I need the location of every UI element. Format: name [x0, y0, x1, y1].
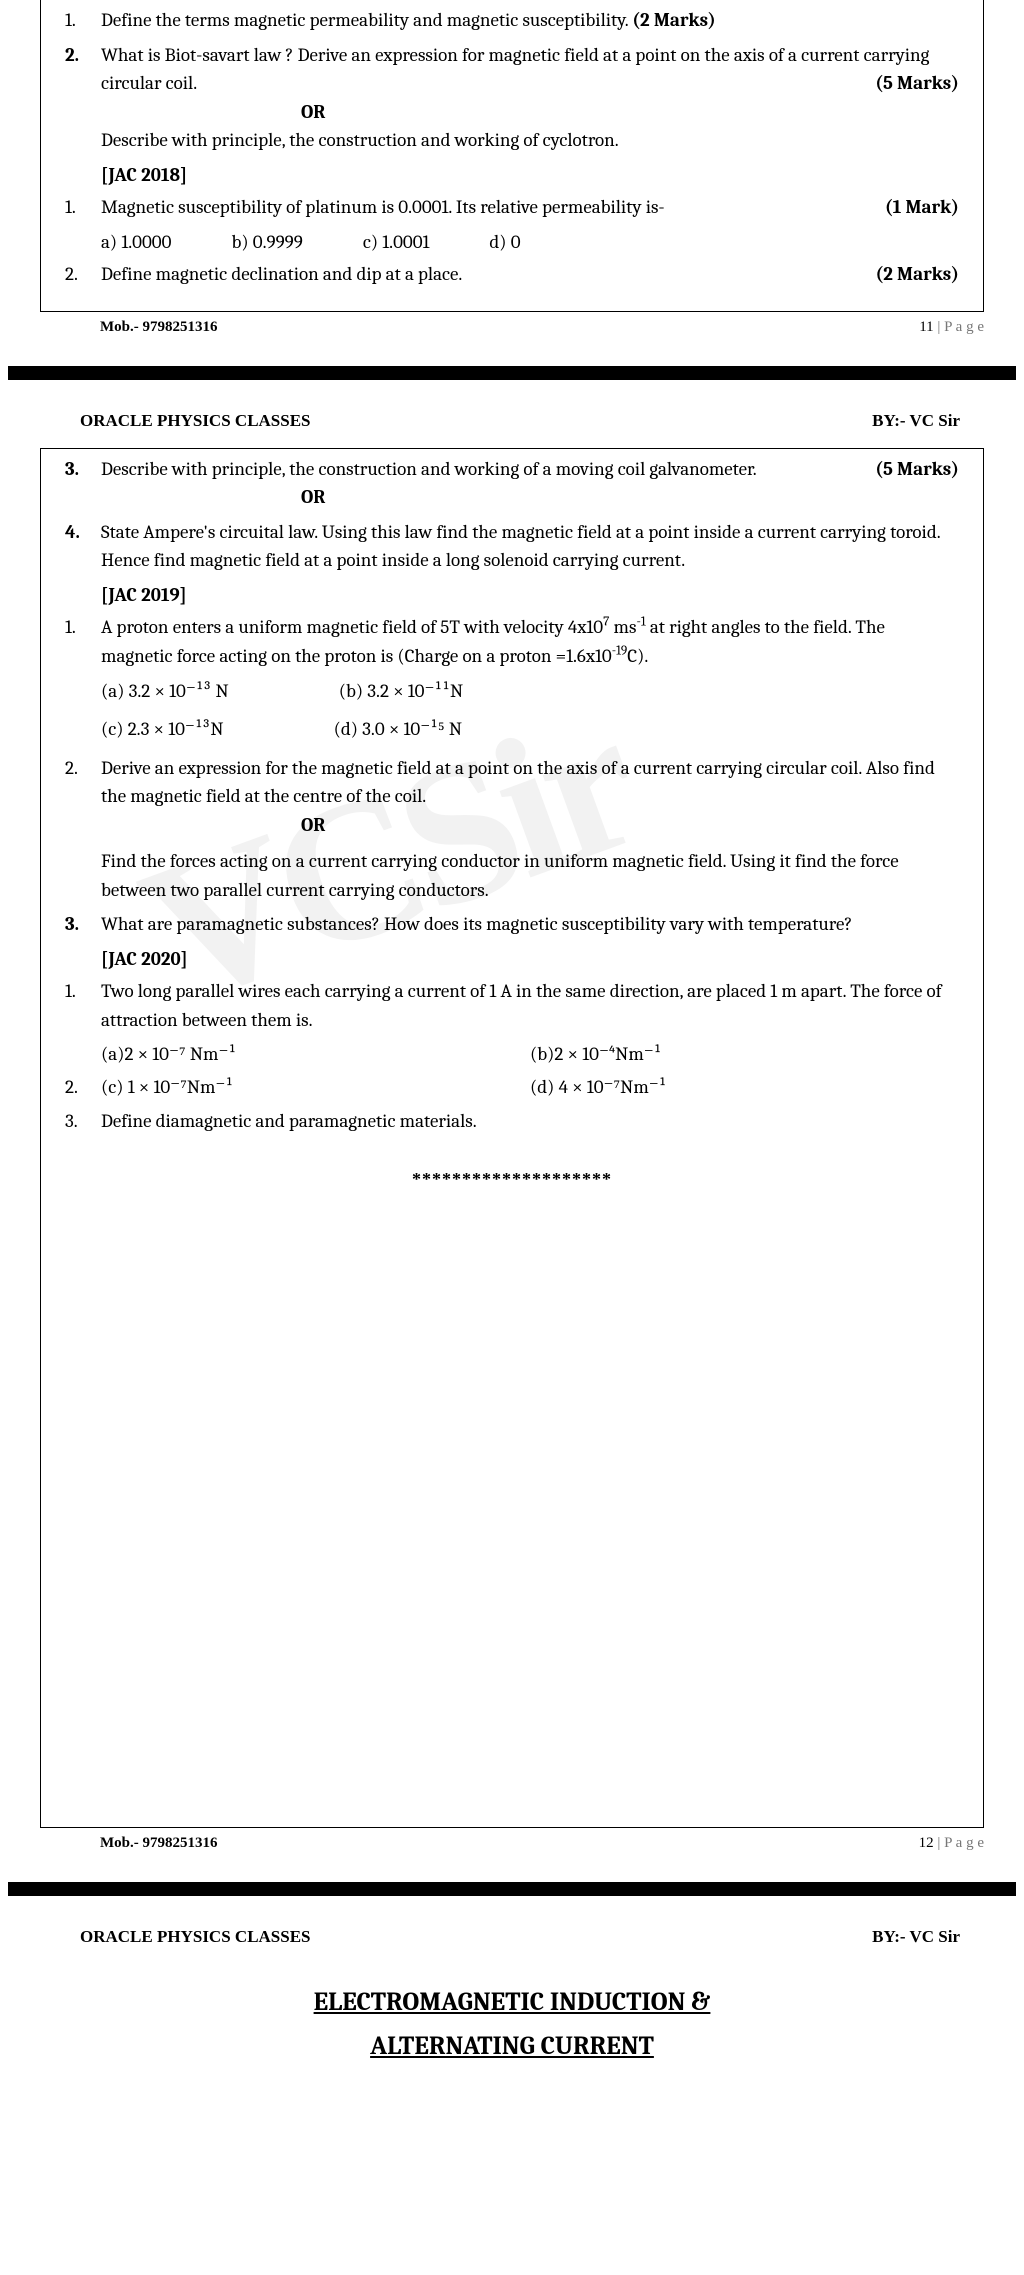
- q1: 1. Define the terms magnetic permeabilit…: [65, 6, 959, 35]
- header-12: ORACLE PHYSICS CLASSES BY:- VC Sir: [40, 408, 984, 434]
- question-list-jac2020b: 2. (c) 1 × 10⁻⁷Nm⁻¹ (d) 4 × 10⁻⁷Nm⁻¹ 3. …: [65, 1073, 959, 1136]
- q19-1-c: (c) 2.3 × 10⁻¹³N: [101, 715, 224, 744]
- question-list-12a: 3. Describe with principle, the construc…: [65, 455, 959, 575]
- q20-3: 3. Define diamagnetic and paramagnetic m…: [65, 1107, 959, 1136]
- jac-2020: [JAC 2020]: [101, 945, 959, 974]
- q1-num: 1.: [65, 6, 76, 35]
- header-right-13: BY:- VC Sir: [872, 1924, 960, 1950]
- header-right: BY:- VC Sir: [872, 408, 960, 434]
- footer-page-11: 11 | P a g e: [919, 316, 984, 339]
- q3-opt-c: c) 1.0001: [363, 228, 430, 257]
- chapter-line2: ALTERNATING CURRENT: [370, 2031, 654, 2061]
- page-11-box: 1. Define the terms magnetic permeabilit…: [40, 0, 984, 312]
- q20-2: 2. (c) 1 × 10⁻⁷Nm⁻¹ (d) 4 × 10⁻⁷Nm⁻¹: [65, 1073, 959, 1102]
- question-list-11: 1. Define the terms magnetic permeabilit…: [65, 6, 959, 155]
- q2-or: OR: [101, 98, 959, 127]
- q19-1-text: A proton enters a uniform magnetic field…: [101, 616, 885, 667]
- q3: 1. Magnetic susceptibility of platinum i…: [65, 193, 959, 222]
- q2-num: 2.: [65, 41, 79, 70]
- q3-num: 1.: [65, 193, 76, 222]
- q20-1-num: 1.: [65, 977, 76, 1006]
- q20-2-num: 2.: [65, 1073, 78, 1102]
- q3-opt-b: b) 0.9999: [231, 228, 302, 257]
- p12-q3-or: OR: [101, 483, 959, 512]
- question-list-jac2019: 1. A proton enters a uniform magnetic fi…: [65, 613, 959, 671]
- page-12-box: VCSir 3. Describe with principle, the co…: [40, 448, 984, 1828]
- q3-marks: (1 Mark): [885, 193, 959, 222]
- page-separator-2: [8, 1882, 1016, 1896]
- q20-3-text: Define diamagnetic and paramagnetic mate…: [101, 1110, 477, 1132]
- p12-q3-marks: (5 Marks): [875, 455, 959, 484]
- q2-alt: Describe with principle, the constructio…: [101, 126, 959, 155]
- p12-q3-text: Describe with principle, the constructio…: [101, 458, 757, 480]
- q19-1-opts-ab: (a) 3.2 × 10⁻¹³ N (b) 3.2 × 10⁻¹¹N: [65, 677, 959, 706]
- footer-page-12: 12 | P a g e: [919, 1832, 984, 1855]
- q19-1-opts-cd: (c) 2.3 × 10⁻¹³N (d) 3.0 × 10⁻¹⁵ N: [65, 715, 959, 744]
- q2: 2. What is Biot-savart law ? Derive an e…: [65, 41, 959, 155]
- q1-text: Define the terms magnetic permeability a…: [101, 9, 628, 31]
- question-list-jac2018: 1. Magnetic susceptibility of platinum i…: [65, 193, 959, 222]
- q19-2: 2. Derive an expression for the magnetic…: [65, 754, 959, 905]
- footer-11: Mob.- 9798251316 11 | P a g e: [40, 316, 984, 339]
- q20-d: (d) 4 × 10⁻⁷Nm⁻¹: [530, 1073, 959, 1102]
- jac-2018: [JAC 2018]: [101, 161, 959, 190]
- p12-q3: 3. Describe with principle, the construc…: [65, 455, 959, 512]
- question-list-jac2019b: 2. Derive an expression for the magnetic…: [65, 754, 959, 939]
- footer-mob-11: Mob.- 9798251316: [40, 316, 218, 339]
- q3-opt-d: d) 0: [489, 228, 520, 257]
- q4-num: 2.: [65, 260, 78, 289]
- q19-3: 3. What are paramagnetic substances? How…: [65, 910, 959, 939]
- p12-q4: 4. State Ampere's circuital law. Using t…: [65, 518, 959, 575]
- question-list-jac2020: 1. Two long parallel wires each carrying…: [65, 977, 959, 1034]
- footer-12: Mob.- 9798251316 12 | P a g e: [40, 1832, 984, 1855]
- chapter-title: ELECTROMAGNETIC INDUCTION & ALTERNATING …: [40, 1980, 984, 2068]
- p12-q4-num: 4.: [65, 518, 80, 547]
- q4-text: Define magnetic declination and dip at a…: [101, 263, 462, 285]
- q20-b: (b)2 × 10⁻⁴Nm⁻¹: [530, 1040, 959, 1069]
- page-separator-1: [8, 366, 1016, 380]
- q19-3-num: 3.: [65, 910, 79, 939]
- q19-1-a: (a) 3.2 × 10⁻¹³ N: [101, 677, 229, 706]
- footer-mob-12: Mob.- 9798251316: [40, 1832, 218, 1855]
- q4: 2. Define magnetic declination and dip a…: [65, 260, 959, 289]
- q2-text: What is Biot-savart law ? Derive an expr…: [101, 44, 929, 95]
- jac-2019: [JAC 2019]: [101, 581, 959, 610]
- q3-options: a) 1.0000 b) 0.9999 c) 1.0001 d) 0: [65, 228, 959, 257]
- chapter-line1: ELECTROMAGNETIC INDUCTION &: [314, 1987, 711, 2017]
- p12-q3-num: 3.: [65, 455, 79, 484]
- p12-q4-text: State Ampere's circuital law. Using this…: [101, 521, 940, 572]
- q20-3-num: 3.: [65, 1107, 78, 1136]
- q20-1: 1. Two long parallel wires each carrying…: [65, 977, 959, 1034]
- q19-1-d: (d) 3.0 × 10⁻¹⁵ N: [334, 715, 462, 744]
- header-13: ORACLE PHYSICS CLASSES BY:- VC Sir: [40, 1924, 984, 1950]
- q4-marks: (2 Marks): [875, 260, 959, 289]
- q19-2-alt: Find the forces acting on a current carr…: [101, 850, 899, 901]
- q19-1: 1. A proton enters a uniform magnetic fi…: [65, 613, 959, 671]
- q19-2-num: 2.: [65, 754, 78, 783]
- q20-a: (a)2 × 10⁻⁷ Nm⁻¹: [101, 1040, 530, 1069]
- q3-opt-a: a) 1.0000: [101, 228, 171, 257]
- stars-separator: ********************: [65, 1166, 959, 1193]
- q19-2-text: Derive an expression for the magnetic fi…: [101, 757, 935, 808]
- q2-marks: (5 Marks): [875, 69, 959, 98]
- question-list-jac2018b: 2. Define magnetic declination and dip a…: [65, 260, 959, 289]
- q19-1-num: 1.: [65, 613, 76, 642]
- q19-2-or: OR: [101, 811, 959, 840]
- header-left-13: ORACLE PHYSICS CLASSES: [80, 1924, 311, 1950]
- q20-1-text: Two long parallel wires each carrying a …: [101, 980, 942, 1031]
- q1-marks: (2 Marks): [632, 9, 716, 31]
- header-left: ORACLE PHYSICS CLASSES: [80, 408, 311, 434]
- q19-3-text: What are paramagnetic substances? How do…: [101, 913, 852, 935]
- q19-1-b: (b) 3.2 × 10⁻¹¹N: [339, 677, 463, 706]
- q20-opts: (a)2 × 10⁻⁷ Nm⁻¹ (b)2 × 10⁻⁴Nm⁻¹: [65, 1040, 959, 1069]
- q20-c: (c) 1 × 10⁻⁷Nm⁻¹: [101, 1073, 530, 1102]
- q3-text: Magnetic susceptibility of platinum is 0…: [101, 196, 665, 218]
